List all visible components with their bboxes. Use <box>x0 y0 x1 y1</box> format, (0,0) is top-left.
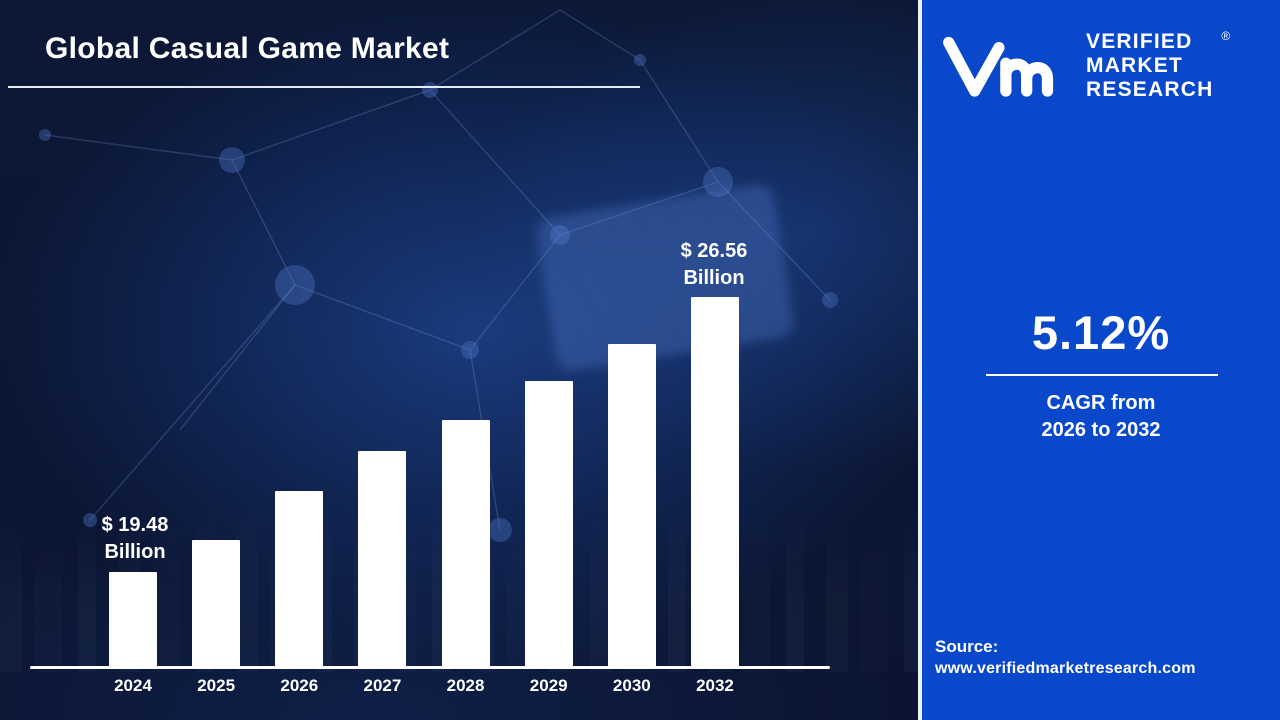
cagr-label-line: 2026 to 2032 <box>1041 419 1161 441</box>
cagr-label: CAGR from 2026 to 2032 <box>922 390 1280 444</box>
bar-column <box>690 280 739 668</box>
page-title: Global Casual Game Market <box>45 32 450 65</box>
source-label: Source: <box>935 637 999 656</box>
x-tick-label: 2027 <box>363 676 402 695</box>
source-block: Source: www.verifiedmarketresearch.com <box>935 636 1196 680</box>
chart-panel: Global Casual Game Market $ 19.48 Billio… <box>0 0 920 720</box>
bar-plot <box>109 280 739 668</box>
bar-column <box>275 280 324 668</box>
network-decoration <box>39 9 838 542</box>
x-tick-label: 2025 <box>197 676 236 695</box>
x-tick-label: 2024 <box>114 676 152 695</box>
x-tick-label: 2032 <box>696 676 734 695</box>
bar-column <box>358 280 407 668</box>
source-url: www.verifiedmarketresearch.com <box>935 660 1196 677</box>
x-tick-label: 2026 <box>280 676 319 695</box>
cagr-divider <box>986 374 1218 376</box>
brand-name: ® VERIFIED MARKET RESEARCH <box>1086 28 1230 102</box>
bar-2026 <box>275 491 324 668</box>
last-bar-value-label: $ 26.56 Billion <box>634 238 794 292</box>
value-text: $ 26.56 <box>680 240 748 262</box>
bar-2024 <box>109 571 157 668</box>
bar-column <box>441 280 490 668</box>
vmr-logo: ® VERIFIED MARKET RESEARCH <box>940 28 1230 102</box>
bar-2030 <box>607 344 656 668</box>
bar-column <box>192 280 241 668</box>
brand-line: MARKET <box>1086 54 1184 77</box>
bar-column <box>109 280 157 668</box>
brand-line: RESEARCH <box>1086 78 1214 101</box>
x-axis-labels: 2024 2025 2026 2027 2028 2029 2030 2032 <box>109 676 739 696</box>
unit-text: Billion <box>683 267 745 289</box>
info-panel: ® VERIFIED MARKET RESEARCH 5.12% CAGR fr… <box>922 0 1280 720</box>
x-tick-label: 2030 <box>612 676 651 695</box>
cagr-label-line: CAGR from <box>1046 392 1156 414</box>
bar-column <box>607 280 656 668</box>
registered-trademark: ® <box>1221 29 1232 43</box>
bar-2025 <box>192 539 241 668</box>
brand-line: VERIFIED <box>1086 30 1193 53</box>
bar-2029 <box>524 380 573 668</box>
bar-column <box>524 280 573 668</box>
unit-text: Billion <box>104 541 166 563</box>
vmr-monogram-icon <box>943 36 1054 97</box>
cagr-value: 5.12% <box>1031 306 1171 359</box>
title-underline <box>8 86 640 88</box>
panel-divider <box>918 0 922 720</box>
value-text: $ 19.48 <box>101 514 169 536</box>
bar-2027 <box>358 450 407 668</box>
first-bar-value-label: $ 19.48 Billion <box>55 512 215 566</box>
bar-2032 <box>690 297 739 668</box>
bar-2028 <box>441 419 490 668</box>
x-tick-label: 2029 <box>529 676 568 695</box>
x-axis-line <box>30 666 830 669</box>
x-tick-label: 2028 <box>446 676 485 695</box>
